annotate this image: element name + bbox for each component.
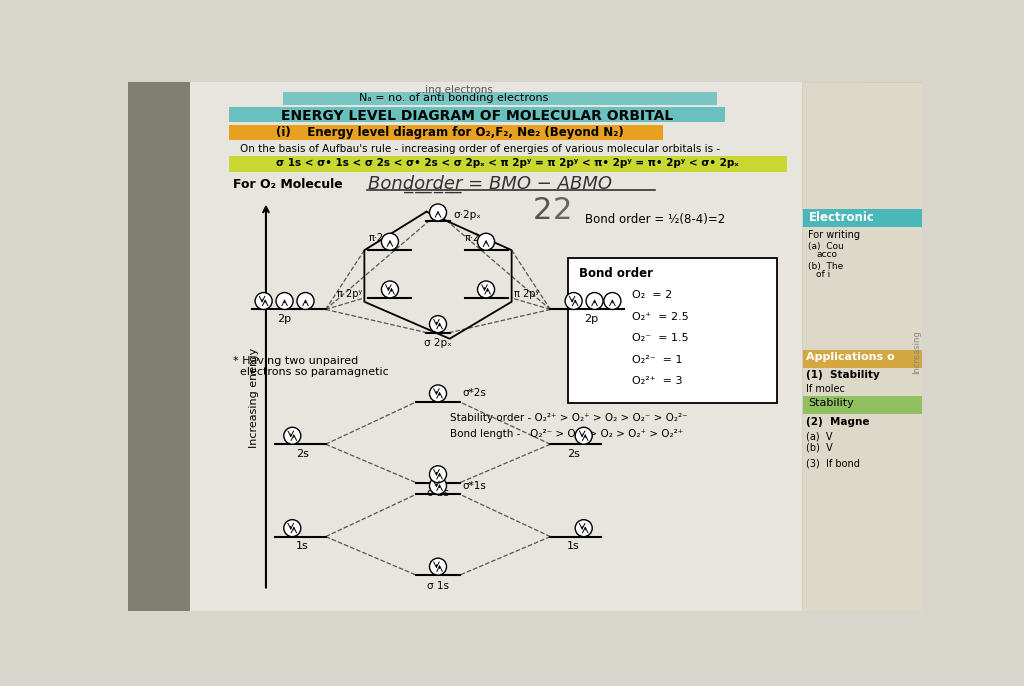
Text: π 2pʸ: π 2pʸ	[337, 289, 362, 299]
Text: If molec: If molec	[806, 384, 845, 394]
Circle shape	[575, 520, 592, 536]
Text: σ·2pₓ: σ·2pₓ	[454, 210, 481, 220]
Text: Increasing: Increasing	[912, 330, 922, 374]
Text: Bond length -   O₂²⁻ > O₂⁻ > O₂ > O₂⁺ > O₂²⁺: Bond length - O₂²⁻ > O₂⁻ > O₂ > O₂⁺ > O₂…	[450, 429, 683, 439]
Circle shape	[477, 233, 495, 250]
FancyBboxPatch shape	[803, 349, 922, 368]
Circle shape	[381, 281, 398, 298]
Text: 2: 2	[552, 196, 571, 225]
Text: σ 2s: σ 2s	[427, 488, 449, 498]
FancyBboxPatch shape	[128, 82, 190, 611]
Circle shape	[586, 292, 603, 309]
Text: (3)  If bond: (3) If bond	[806, 458, 860, 468]
Text: ENERGY LEVEL DIAGRAM OF MOLECULAR ORBITAL: ENERGY LEVEL DIAGRAM OF MOLECULAR ORBITA…	[281, 108, 673, 123]
Text: Increasing energy: Increasing energy	[249, 348, 258, 448]
Text: Stability: Stability	[809, 398, 854, 408]
Text: (a)  Cou: (a) Cou	[809, 241, 844, 250]
Text: Bond̲o̲r̲d̲e̲r̲ = BMO − ABMO: Bond̲o̲r̲d̲e̲r̲ = BMO − ABMO	[369, 175, 612, 193]
Circle shape	[429, 316, 446, 333]
FancyBboxPatch shape	[228, 156, 786, 172]
Text: O₂²⁺  = 3: O₂²⁺ = 3	[632, 377, 682, 386]
Text: (i)    Energy level diagram for O₂,F₂, Ne₂ (Beyond N₂): (i) Energy level diagram for O₂,F₂, Ne₂ …	[275, 126, 624, 139]
Text: 2s: 2s	[296, 449, 309, 459]
Text: σ 2pₓ: σ 2pₓ	[424, 338, 452, 348]
Text: (a)  V: (a) V	[806, 431, 833, 441]
Text: O₂⁺  = 2.5: O₂⁺ = 2.5	[632, 311, 688, 322]
FancyBboxPatch shape	[803, 209, 922, 227]
Text: π·2pʸ: π·2pʸ	[465, 233, 490, 244]
Text: O₂²⁻  = 1: O₂²⁻ = 1	[632, 355, 682, 365]
Text: Bond order = ½(8-4)=2: Bond order = ½(8-4)=2	[586, 213, 725, 226]
Text: π·2p: π·2p	[369, 233, 389, 244]
Text: (2)  Magne⁠: (2) Magne⁠	[806, 417, 869, 427]
Text: Bond order: Bond order	[579, 267, 653, 280]
Circle shape	[284, 520, 301, 536]
FancyBboxPatch shape	[803, 396, 922, 414]
Text: O₂⁻  = 1.5: O₂⁻ = 1.5	[632, 333, 688, 343]
Text: σ 1s < σ• 1s < σ 2s < σ• 2s < σ 2pₓ < π 2pʸ = π 2pʸ < π• 2pʸ = π• 2pʸ < σ• 2pₓ: σ 1s < σ• 1s < σ 2s < σ• 2s < σ 2pₓ < π …	[276, 158, 739, 168]
Circle shape	[429, 385, 446, 402]
Text: For writing: For writing	[809, 230, 860, 240]
Text: On the basis of Aufbau's rule - increasing order of energies of various molecula: On the basis of Aufbau's rule - increasi…	[241, 144, 721, 154]
Circle shape	[381, 233, 398, 250]
Text: Applications o: Applications o	[806, 352, 895, 362]
FancyBboxPatch shape	[802, 82, 923, 611]
Text: 1s: 1s	[567, 541, 580, 552]
Text: (1)  Stability: (1) Stability	[806, 370, 880, 380]
Text: acco: acco	[816, 250, 838, 259]
Text: 2p: 2p	[278, 314, 292, 324]
Circle shape	[429, 466, 446, 483]
Text: 1s: 1s	[296, 541, 309, 552]
FancyBboxPatch shape	[190, 82, 864, 611]
Text: ...ing electrons: ...ing electrons	[415, 85, 493, 95]
Text: (b)  The: (b) The	[809, 262, 844, 271]
Circle shape	[297, 292, 314, 309]
Text: σ 1s: σ 1s	[427, 580, 449, 591]
FancyBboxPatch shape	[228, 107, 725, 122]
Text: σ*1s: σ*1s	[463, 481, 486, 490]
Circle shape	[429, 558, 446, 575]
Text: * Having two unpaired: * Having two unpaired	[232, 355, 357, 366]
Text: 2s: 2s	[567, 449, 580, 459]
Circle shape	[575, 427, 592, 445]
Text: electrons so paramagnetic: electrons so paramagnetic	[232, 367, 388, 377]
Text: 2: 2	[532, 196, 552, 225]
Text: σ*2s: σ*2s	[463, 388, 486, 399]
Text: Stability order - O₂²⁺ > O₂⁺ > O₂ > O₂⁻ > O₂²⁻: Stability order - O₂²⁺ > O₂⁺ > O₂ > O₂⁻ …	[450, 414, 687, 423]
FancyBboxPatch shape	[228, 125, 663, 140]
Circle shape	[276, 292, 293, 309]
Circle shape	[284, 427, 301, 445]
Circle shape	[429, 204, 446, 221]
Text: (b)  V: (b) V	[806, 442, 833, 453]
FancyBboxPatch shape	[568, 258, 776, 403]
Text: Electronic: Electronic	[809, 211, 874, 224]
Circle shape	[604, 292, 621, 309]
Circle shape	[255, 292, 272, 309]
Circle shape	[565, 292, 583, 309]
Text: O₂  = 2: O₂ = 2	[632, 290, 672, 300]
Circle shape	[429, 477, 446, 495]
Text: π 2pʸ: π 2pʸ	[514, 289, 539, 299]
Text: Nₐ = no. of anti bonding electrons: Nₐ = no. of anti bonding electrons	[358, 93, 548, 103]
Text: For O₂ Molecule: For O₂ Molecule	[232, 178, 342, 191]
FancyBboxPatch shape	[283, 91, 717, 106]
Text: 2p: 2p	[585, 314, 598, 324]
Text: of i⁠: of i⁠	[816, 270, 830, 279]
Circle shape	[477, 281, 495, 298]
